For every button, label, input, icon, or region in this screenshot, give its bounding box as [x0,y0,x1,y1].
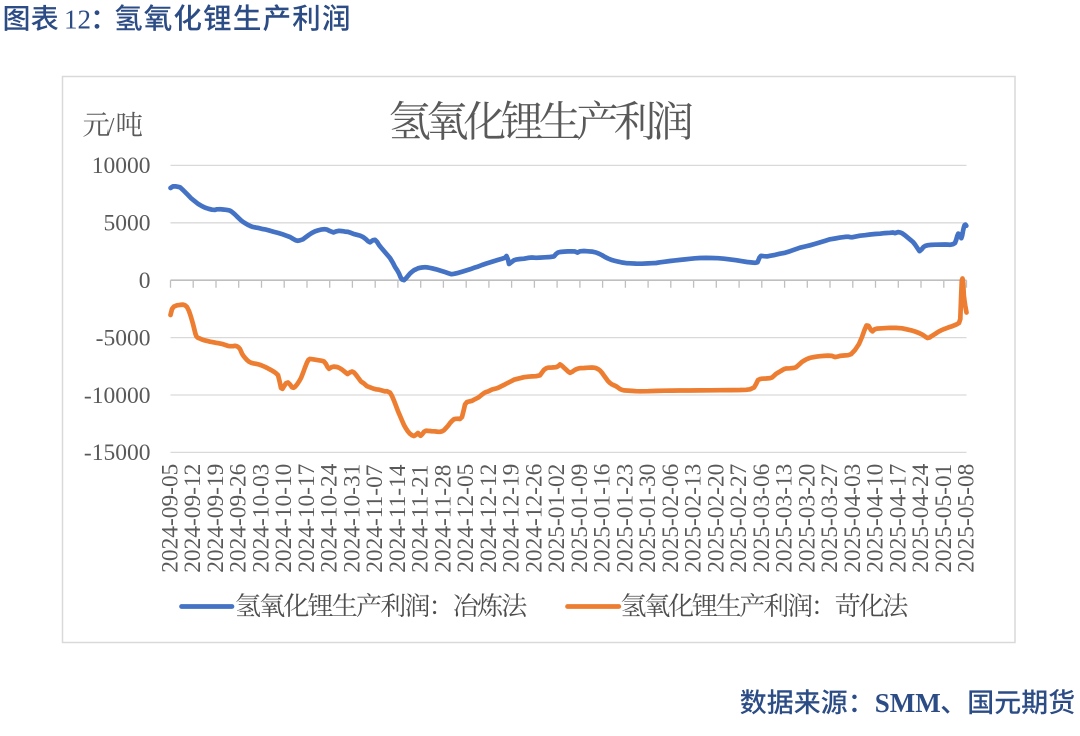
svg-text:2025-01-02: 2025-01-02 [544,464,570,573]
svg-text:2025-03-20: 2025-03-20 [794,464,820,573]
svg-text:2024-11-21: 2024-11-21 [408,465,434,573]
svg-text:2024-09-19: 2024-09-19 [203,464,229,573]
svg-text:2024-10-24: 2024-10-24 [317,463,343,572]
svg-text:/: / [108,114,115,141]
svg-text:2024-12-05: 2024-12-05 [453,464,479,573]
svg-text:2025-02-20: 2025-02-20 [703,464,729,573]
svg-text:2025-04-24: 2025-04-24 [908,463,934,572]
svg-text:2025-05-01: 2025-05-01 [931,464,957,573]
svg-text:SMM: SMM [875,688,941,718]
svg-text:2025-04-03: 2025-04-03 [840,464,866,573]
svg-text:2025-03-27: 2025-03-27 [817,463,843,572]
svg-text:2024-11-28: 2024-11-28 [430,465,456,573]
svg-text:2025-03-13: 2025-03-13 [772,464,798,573]
svg-text:5000: 5000 [104,211,151,237]
svg-text:2025-01-23: 2025-01-23 [612,464,638,573]
svg-text:10000: 10000 [92,153,151,179]
svg-text:2024-12-19: 2024-12-19 [499,464,525,573]
svg-text:2025-05-08: 2025-05-08 [954,464,980,573]
svg-text:2025-01-30: 2025-01-30 [635,464,661,573]
svg-text:2025-01-16: 2025-01-16 [590,464,616,573]
svg-text:2025-02-27: 2025-02-27 [726,463,752,572]
svg-text:2024-11-07: 2024-11-07 [362,464,388,573]
svg-text:2024-10-10: 2024-10-10 [271,464,297,573]
svg-text:2024-11-14: 2024-11-14 [385,464,411,573]
svg-text:2024-09-26: 2024-09-26 [226,464,252,573]
svg-text:2024-09-12: 2024-09-12 [180,464,206,573]
svg-text:2024-12-26: 2024-12-26 [521,464,547,573]
svg-text:2025-01-09: 2025-01-09 [567,464,593,573]
svg-text:-5000: -5000 [96,325,151,351]
svg-text:2025-04-10: 2025-04-10 [863,464,889,573]
svg-text:2025-03-06: 2025-03-06 [749,464,775,573]
svg-text:2024-10-17: 2024-10-17 [294,463,320,572]
svg-text:2024-10-03: 2024-10-03 [249,464,275,573]
svg-text:2025-02-06: 2025-02-06 [658,464,684,573]
svg-text:2024-12-12: 2024-12-12 [476,464,502,573]
svg-text:2025-02-13: 2025-02-13 [681,464,707,573]
svg-text:12: 12 [64,5,91,35]
svg-text:-10000: -10000 [84,383,151,409]
svg-text:-15000: -15000 [84,440,151,466]
svg-text:0: 0 [139,268,151,294]
svg-text:2025-04-17: 2025-04-17 [885,463,911,572]
svg-text:2024-09-05: 2024-09-05 [158,464,184,573]
svg-text:2024-10-31: 2024-10-31 [339,464,365,573]
